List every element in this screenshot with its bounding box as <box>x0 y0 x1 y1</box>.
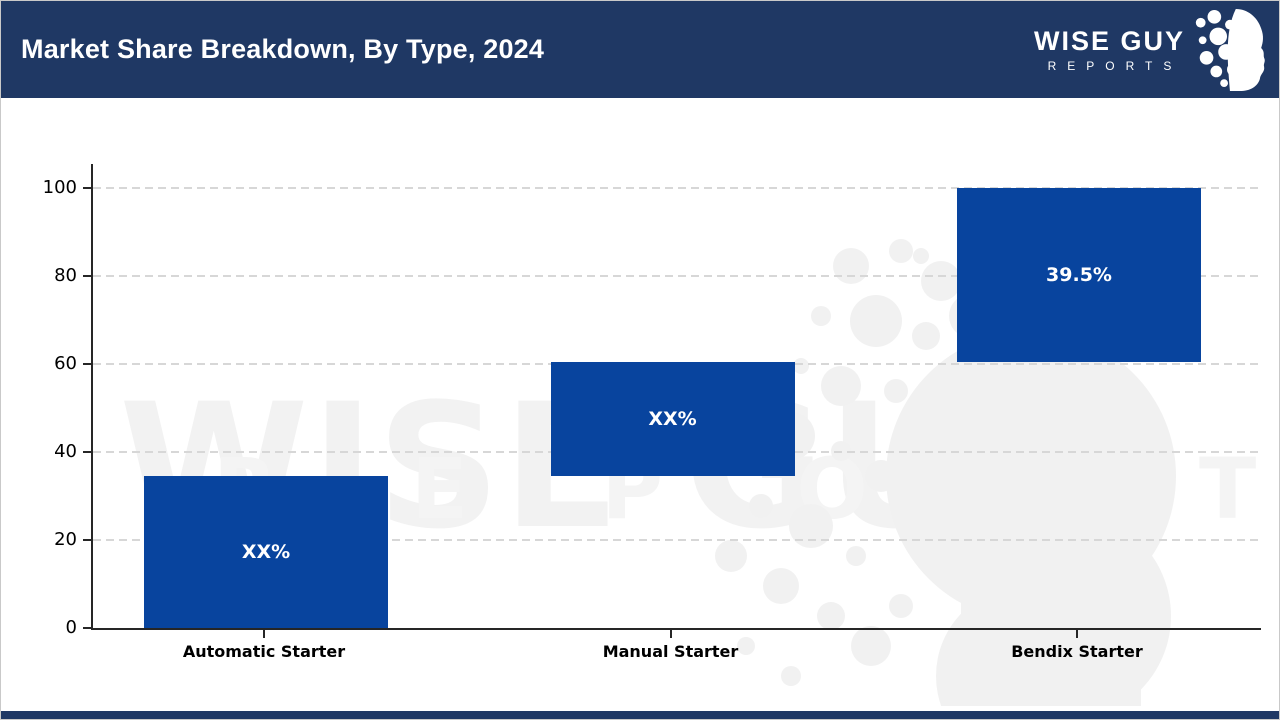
header: Market Share Breakdown, By Type, 2024 WI… <box>1 1 1279 98</box>
bar-value-label: XX% <box>241 541 291 564</box>
bar-automatic-starter: XX% <box>144 476 388 628</box>
gridline-100 <box>93 187 1259 189</box>
logo-wordmark: WISE GUY REPORTS <box>1033 25 1185 73</box>
plot-area: XX% XX% 39.5% <box>91 164 1261 630</box>
y-tick-label-60: 60 <box>54 353 77 374</box>
bar-manual-starter: XX% <box>550 361 795 477</box>
chart-title: Market Share Breakdown, By Type, 2024 <box>21 34 545 64</box>
logo-line1: WISE GUY <box>1033 25 1185 56</box>
y-tick-mark-40 <box>83 451 91 453</box>
y-tick-label-40: 40 <box>54 441 77 462</box>
logo-head-icon <box>1195 8 1265 91</box>
bar-value-label: 39.5% <box>1046 263 1112 286</box>
gridline-20 <box>93 539 1259 541</box>
y-tick-label-100: 100 <box>42 177 77 198</box>
x-tick-label-automatic-starter: Automatic Starter <box>182 642 346 661</box>
wiseguy-logo: WISE GUY REPORTS <box>1034 8 1267 92</box>
footer-bar <box>1 711 1279 719</box>
y-tick-mark-80 <box>83 275 91 277</box>
y-tick-label-80: 80 <box>54 265 77 286</box>
y-tick-mark-100 <box>83 187 91 189</box>
y-tick-label-20: 20 <box>54 529 77 550</box>
bar-bendix-starter: 39.5% <box>957 188 1201 362</box>
y-tick-mark-0 <box>83 627 91 629</box>
x-tick-mark-1 <box>669 630 672 638</box>
logo-line2: REPORTS <box>1047 58 1183 73</box>
gridline-80 <box>93 275 1259 277</box>
chart-area: WISE GUY R E P O R T S XX%XX%39.5% 02 <box>1 98 1279 713</box>
x-tick-mark-0 <box>263 630 265 638</box>
y-tick-mark-60 <box>83 363 91 365</box>
x-tick-mark-2 <box>1076 630 1078 638</box>
y-tick-mark-20 <box>83 539 91 541</box>
x-tick-label-manual-starter: Manual Starter <box>602 642 739 661</box>
x-tick-label-bendix-starter: Bendix Starter <box>1011 642 1143 661</box>
y-tick-label-0: 0 <box>65 617 77 638</box>
bar-value-label: XX% <box>648 407 697 430</box>
